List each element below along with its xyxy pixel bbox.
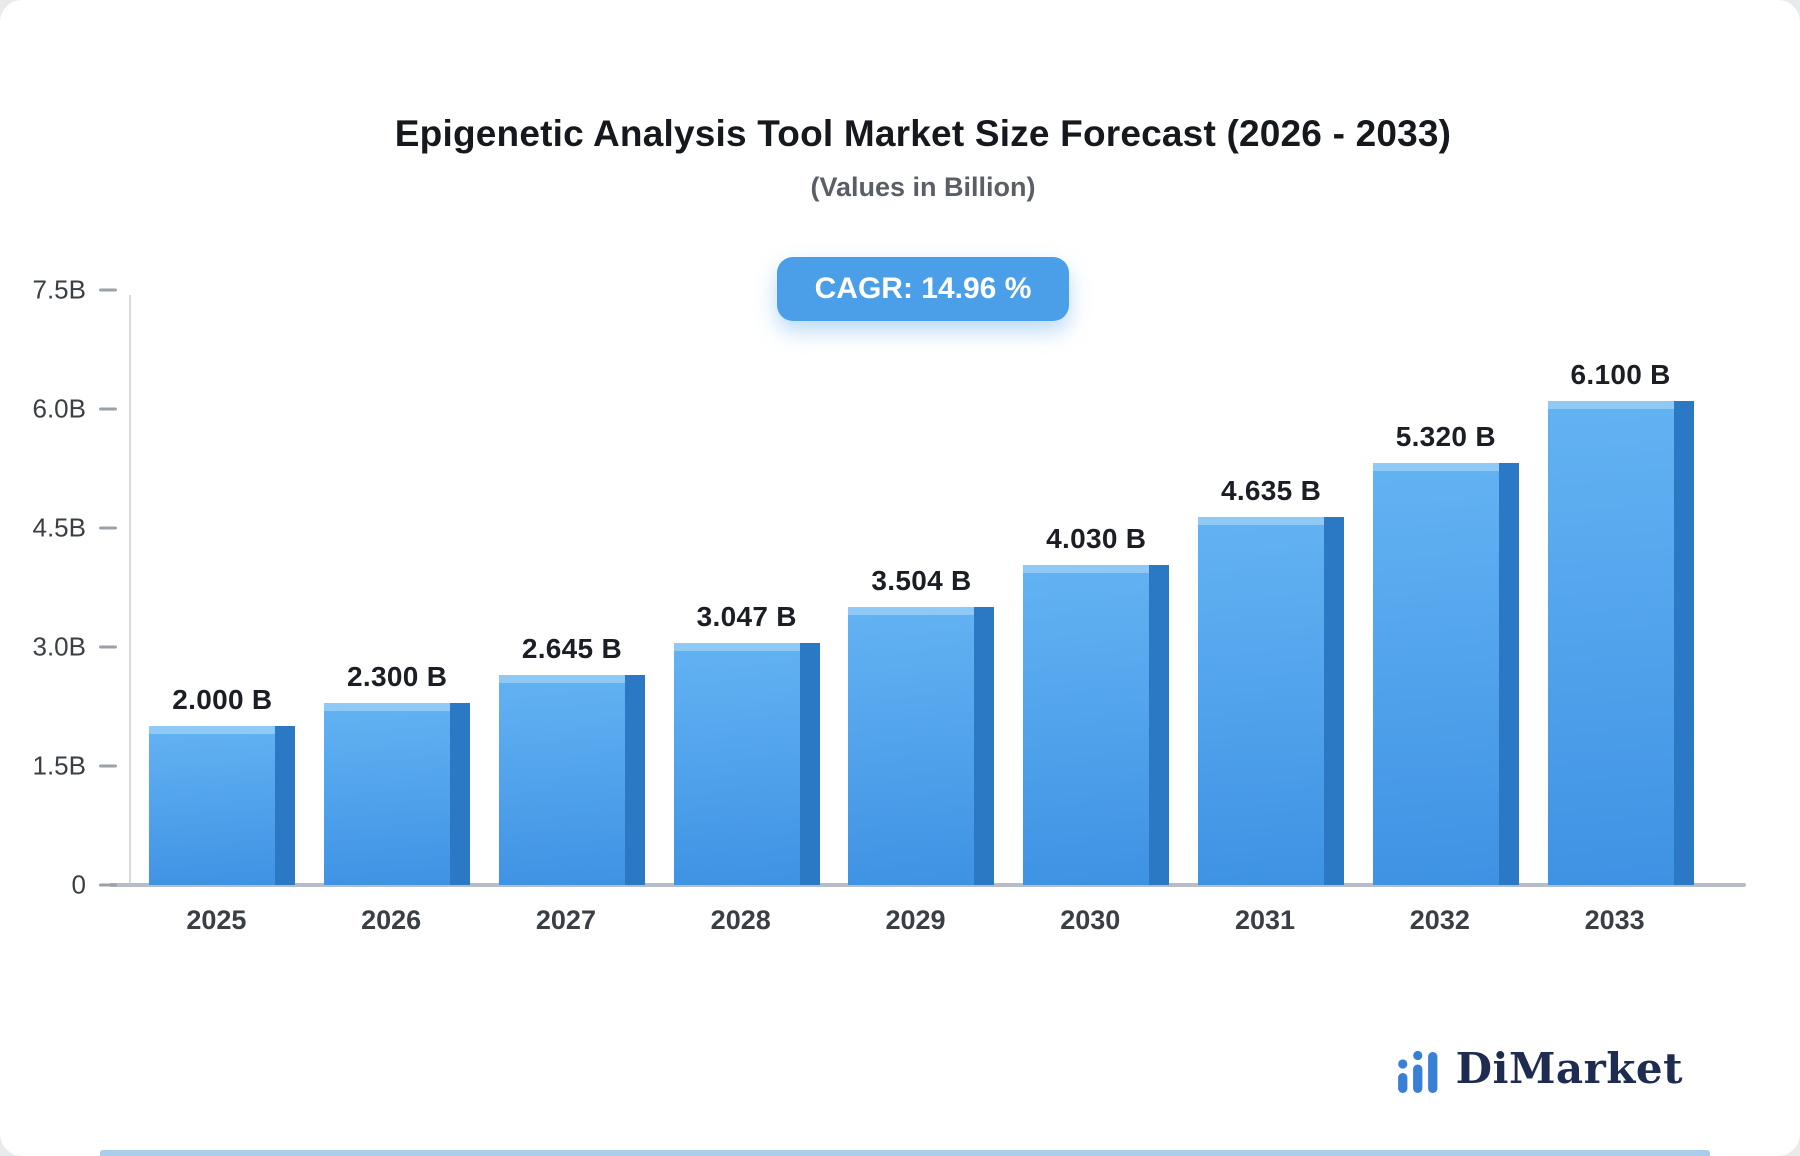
x-tick-label: 2032 <box>1409 905 1470 935</box>
y-tick-mark <box>99 764 117 768</box>
y-tick-mark <box>99 526 117 530</box>
bar-group: 4.030 B <box>1009 290 1184 885</box>
bar-top-highlight <box>1547 401 1674 410</box>
bar-face <box>1023 565 1150 885</box>
bar-top-highlight <box>673 643 800 652</box>
bar-group: 2.300 B <box>310 290 485 885</box>
bar-value-label: 3.504 B <box>871 565 972 597</box>
bar-face <box>1547 401 1674 885</box>
bar-group: 5.320 B <box>1358 290 1533 885</box>
bar-side-3d <box>1673 401 1694 885</box>
bar-side-3d <box>450 702 471 885</box>
bar-value-label: 3.047 B <box>696 601 797 633</box>
brand-logo: DiMarket <box>1396 1044 1683 1093</box>
y-tick-label: 7.5B <box>32 274 87 305</box>
y-tick-label: 1.5B <box>32 750 87 781</box>
y-tick-label: 6.0B <box>32 393 87 424</box>
bar-value-label: 5.320 B <box>1395 420 1496 452</box>
bar-side-3d <box>799 643 820 885</box>
bar-group: 3.047 B <box>659 290 834 885</box>
chart-title: Epigenetic Analysis Tool Market Size For… <box>394 113 1452 154</box>
bar-face <box>324 702 451 885</box>
bar: 3.047 B <box>673 601 820 885</box>
chart-header: Epigenetic Analysis Tool Market Size For… <box>46 112 1800 321</box>
bar-group: 3.504 B <box>834 290 1009 885</box>
chart-subtitle: (Values in Billion) <box>810 172 1036 202</box>
y-tick-label: 3.0B <box>32 631 87 662</box>
bar-face <box>498 675 625 885</box>
y-tick-mark <box>99 288 117 292</box>
bar: 4.030 B <box>1023 523 1170 885</box>
y-axis: 0 1.5B 3.0B 4.5B 6.0B 7.5B <box>0 275 120 900</box>
x-axis-line <box>109 883 1746 887</box>
bar-face <box>149 726 276 885</box>
x-tick-label: 2029 <box>885 905 946 935</box>
bar-value-label: 4.635 B <box>1220 475 1322 507</box>
bar-face <box>673 643 800 885</box>
bar-side-3d <box>1149 565 1170 885</box>
bar-face <box>1372 462 1499 885</box>
bar: 3.504 B <box>848 565 995 885</box>
plot-area: 2.000 B 2.300 B 2.645 B 3.047 B 3.504 B 4.030… <box>135 290 1708 885</box>
bar: 6.100 B <box>1547 359 1694 885</box>
bar-top-highlight <box>324 702 451 711</box>
x-tick-label: 2027 <box>535 905 596 935</box>
y-tick-label: 0 <box>71 869 86 900</box>
bar-side-3d <box>624 675 645 885</box>
bar-group: 4.635 B <box>1184 290 1359 885</box>
x-tick-label: 2026 <box>361 905 422 935</box>
y-tick-mark <box>99 407 117 411</box>
y-tick-mark <box>99 645 117 649</box>
x-axis: 2025 2026 2027 2028 2029 2030 2031 2032 2033 <box>135 899 1708 943</box>
bar-value-label: 2.300 B <box>347 660 448 692</box>
bar-face <box>848 607 975 885</box>
y-axis-line <box>129 295 131 883</box>
bar-side-3d <box>1498 462 1519 885</box>
bar: 2.300 B <box>324 661 471 885</box>
bar-top-highlight <box>848 607 975 616</box>
bar-side-3d <box>974 607 995 885</box>
x-tick-label: 2025 <box>186 905 247 935</box>
bottom-accent-strip <box>100 1150 1710 1156</box>
bar-top-highlight <box>1198 517 1325 526</box>
x-tick-label: 2031 <box>1235 905 1296 935</box>
y-tick-label: 4.5B <box>32 512 87 543</box>
bar-top-highlight <box>149 726 276 735</box>
bar-side-3d <box>1324 517 1345 885</box>
brand-name: DiMarket <box>1455 1044 1683 1093</box>
bar-top-highlight <box>1023 565 1150 574</box>
bar: 4.635 B <box>1198 475 1345 885</box>
bar: 2.645 B <box>498 633 645 885</box>
bar-chart-logo-icon <box>1397 1050 1437 1093</box>
x-tick-label: 2033 <box>1584 905 1645 935</box>
x-tick-label: 2030 <box>1060 905 1121 935</box>
bar-group: 2.000 B <box>135 290 310 885</box>
bar-group: 2.645 B <box>485 290 660 885</box>
bar-value-label: 2.000 B <box>172 684 273 716</box>
bar: 2.000 B <box>149 684 296 885</box>
bar-top-highlight <box>1372 462 1499 471</box>
bar-value-label: 2.645 B <box>521 633 623 665</box>
bar-side-3d <box>275 726 296 885</box>
bar-face <box>1198 517 1325 885</box>
bar: 5.320 B <box>1372 421 1519 885</box>
x-tick-label: 2028 <box>710 905 771 935</box>
bar-group: 6.100 B <box>1533 290 1708 885</box>
y-tick-mark <box>99 883 117 887</box>
bar-value-label: 6.100 B <box>1570 359 1671 391</box>
cagr-badge: CAGR: 14.96 % <box>776 257 1070 321</box>
bar-top-highlight <box>498 675 625 684</box>
bar-value-label: 4.030 B <box>1046 523 1147 555</box>
